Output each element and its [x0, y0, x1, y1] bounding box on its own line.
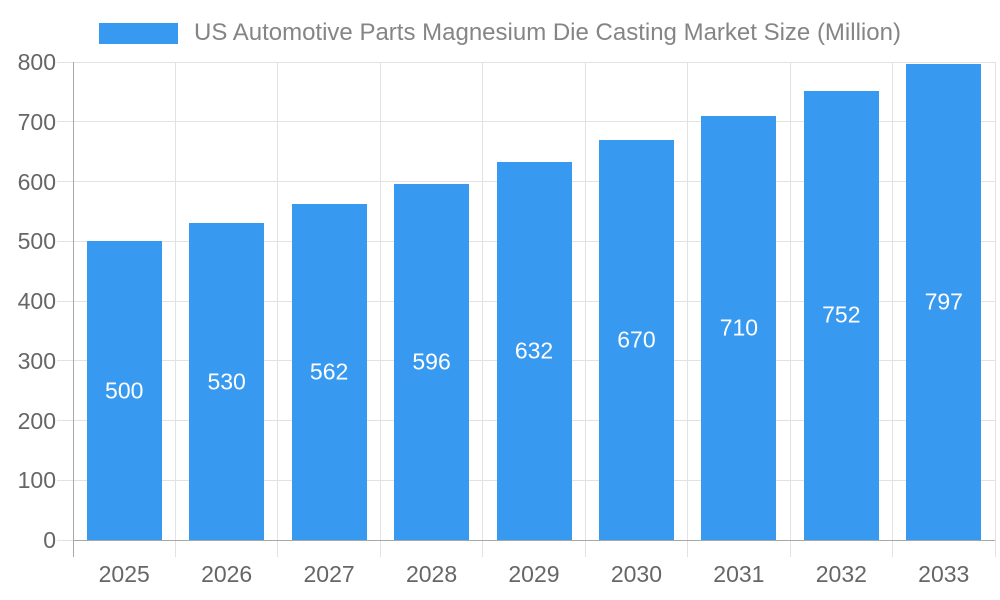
vertical-gridline [687, 62, 689, 540]
y-axis-tick [57, 61, 73, 63]
y-axis-tick [57, 360, 73, 362]
x-axis-tick [994, 540, 996, 557]
horizontal-gridline [73, 61, 995, 63]
vertical-gridline [789, 62, 791, 540]
vertical-gridline [379, 62, 381, 540]
y-axis-tick [57, 121, 73, 123]
y-tick-label: 0 [43, 527, 56, 553]
bar-value-label: 632 [514, 337, 554, 364]
bar [803, 90, 879, 540]
x-axis-tick [482, 540, 484, 557]
y-axis-tick [57, 300, 73, 302]
y-axis-tick [57, 240, 73, 242]
bar [496, 162, 572, 540]
x-axis-line [73, 539, 995, 541]
y-axis-tick [57, 181, 73, 182]
bar [291, 204, 367, 540]
bar [189, 223, 265, 540]
x-axis-tick [277, 540, 279, 557]
y-tick-label: 200 [17, 407, 56, 434]
bar-value-label: 670 [617, 326, 656, 353]
legend-label: US Automotive Parts Magnesium Die Castin… [194, 19, 901, 46]
legend: US Automotive Parts Magnesium Die Castin… [0, 19, 1000, 46]
bar [906, 63, 982, 540]
y-axis-tick [57, 539, 73, 541]
y-axis-tick [57, 420, 73, 421]
y-tick-label: 800 [17, 49, 56, 75]
y-tick-label: 500 [17, 228, 56, 255]
bar-value-label: 530 [207, 368, 246, 395]
y-tick-label: 600 [17, 168, 56, 195]
y-axis-line [72, 62, 74, 557]
vertical-gridline [482, 62, 484, 540]
legend-swatch [99, 22, 179, 44]
horizontal-gridline [73, 121, 995, 123]
x-tick-label: 2033 [918, 561, 970, 587]
vertical-gridline [174, 62, 176, 540]
x-tick-label: 2030 [610, 561, 663, 587]
y-tick-label: 300 [17, 347, 56, 374]
vertical-gridline [892, 62, 894, 540]
x-tick-label: 2029 [508, 561, 560, 587]
bar-value-label: 797 [924, 288, 963, 315]
x-axis-tick [379, 540, 381, 557]
y-axis-tick [57, 479, 73, 481]
x-tick-label: 2025 [98, 561, 150, 587]
bar [86, 241, 162, 540]
x-tick-label: 2031 [713, 561, 765, 587]
bar-value-label: 562 [309, 358, 349, 385]
y-tick-label: 400 [17, 288, 56, 314]
bar [598, 139, 674, 540]
bar-value-label: 752 [822, 301, 861, 328]
x-tick-label: 2026 [201, 561, 253, 587]
y-tick-label: 700 [17, 108, 56, 135]
vertical-gridline [584, 62, 586, 540]
bar-value-label: 710 [719, 314, 759, 341]
bar [394, 183, 470, 540]
bar-value-label: 500 [105, 377, 144, 404]
y-tick-label: 100 [17, 467, 56, 494]
x-axis-tick [584, 540, 586, 557]
x-tick-label: 2028 [405, 561, 458, 587]
vertical-gridline [277, 62, 279, 540]
x-tick-label: 2027 [303, 561, 355, 587]
x-axis-tick [892, 540, 894, 557]
x-tick-label: 2032 [815, 561, 867, 587]
vertical-gridline [994, 62, 996, 540]
bar [701, 115, 777, 540]
x-axis-tick [174, 540, 176, 557]
x-axis-tick [687, 540, 689, 557]
x-axis-tick [789, 540, 791, 557]
bar-value-label: 596 [412, 348, 451, 375]
